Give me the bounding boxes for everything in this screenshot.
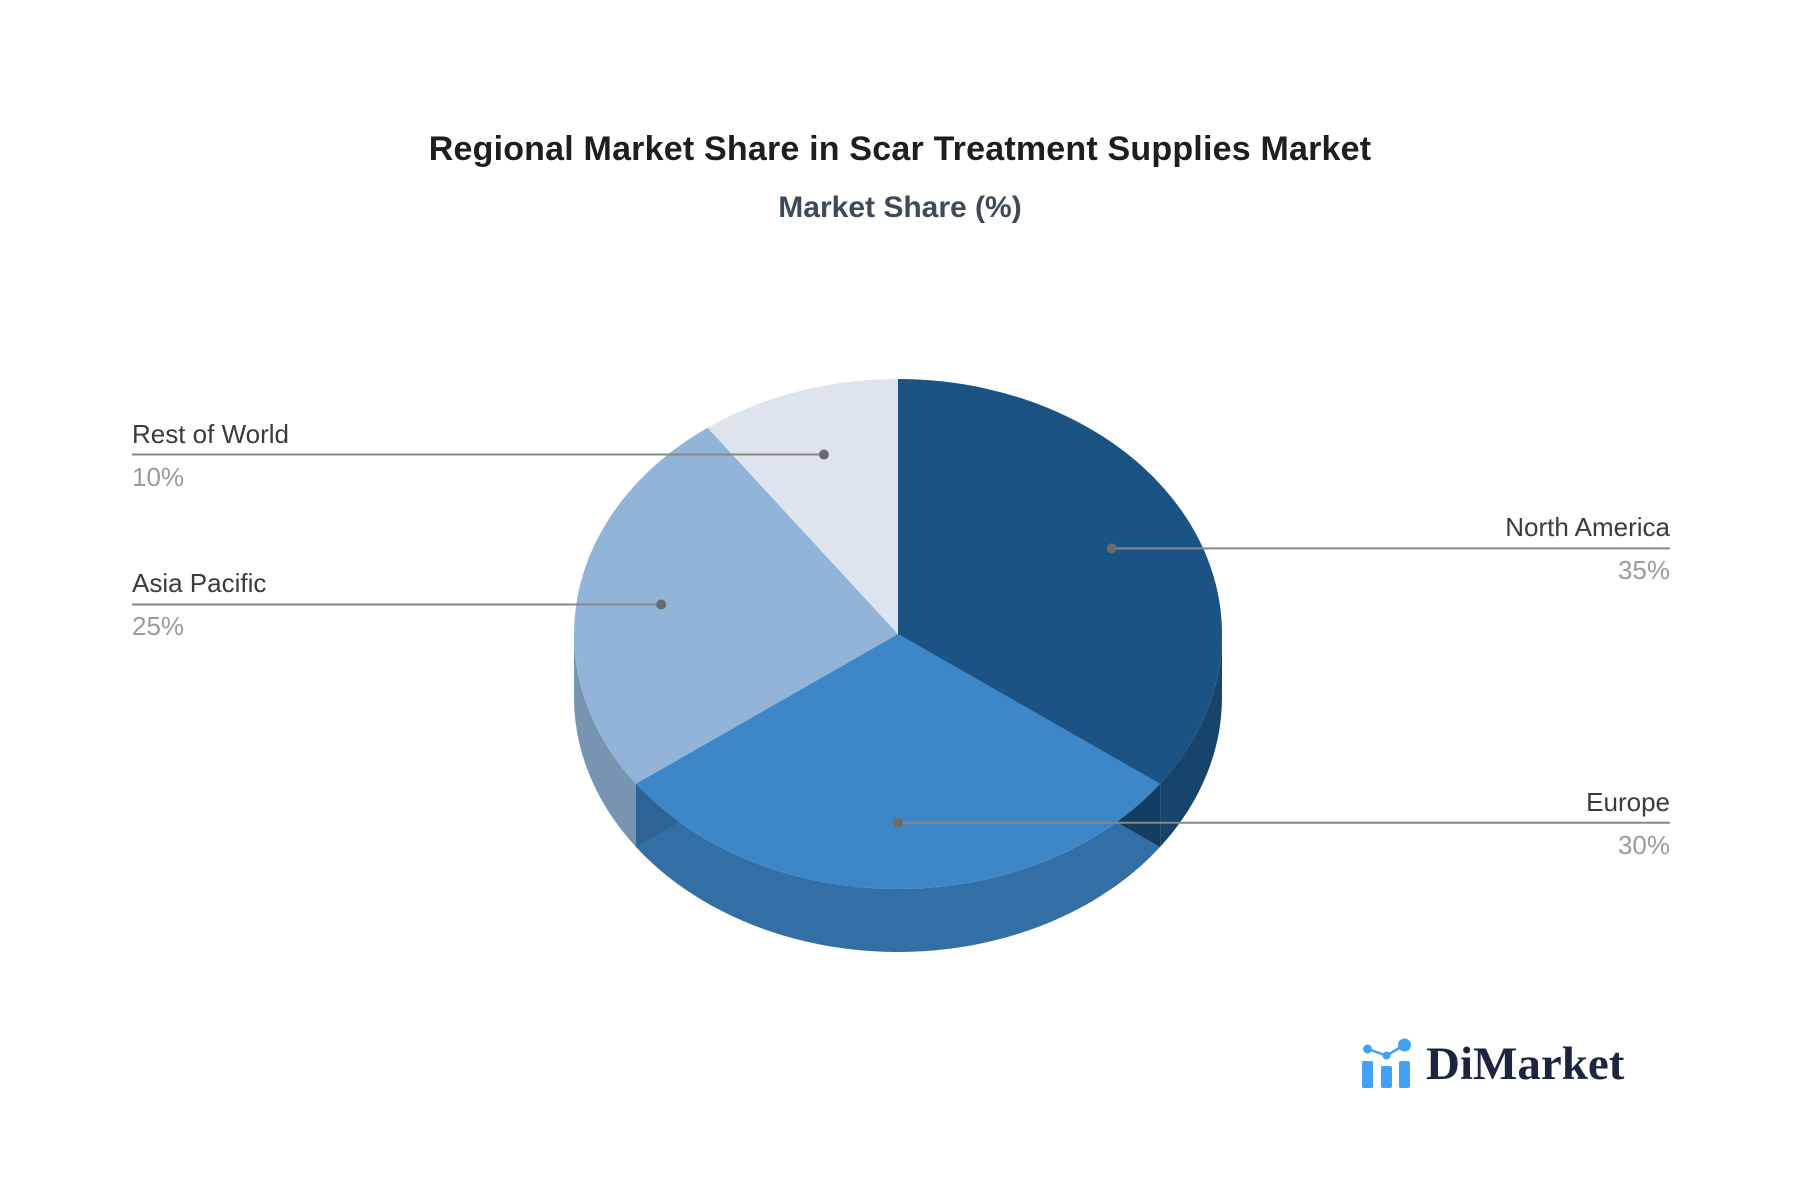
leader-dot-europe [893, 817, 903, 828]
pie-slice-rest-of-world[interactable] [707, 379, 898, 634]
bar-chart-trend-icon [1362, 1038, 1411, 1088]
pie-side-europe [635, 783, 1161, 952]
logo-bar-1 [1362, 1061, 1373, 1088]
slice-label-rest-of-world: Rest of World [132, 418, 290, 449]
logo-bar-2 [1381, 1066, 1392, 1088]
logo-dot-1 [1363, 1044, 1372, 1054]
leader-dot-north-america [1106, 543, 1117, 554]
slice-label-north-america: North America [1505, 512, 1670, 543]
slice-label-asia-pacific: Asia Pacific [132, 568, 267, 599]
leader-dot-rest-of-world [818, 449, 829, 460]
leader-dot-asia-pacific [656, 599, 667, 610]
pie-slice-europe[interactable] [635, 634, 1161, 889]
pie-slice-north-america[interactable] [898, 379, 1222, 784]
brand-logo-text: DiMarket [1426, 1038, 1625, 1090]
logo-dot-2 [1382, 1051, 1391, 1060]
chart-title: Regional Market Share in Scar Treatment … [428, 130, 1372, 168]
brand-logo: DiMarket [1360, 1038, 1624, 1090]
chart-subtitle: Market Share (%) [778, 191, 1022, 224]
pie-side-north-america [1160, 634, 1222, 847]
slice-value-north-america: 35% [1617, 555, 1670, 586]
logo-bar-3 [1399, 1061, 1410, 1088]
logo-dot-3 [1398, 1038, 1411, 1052]
slice-value-europe: 30% [1617, 829, 1670, 860]
pie-side-asia-pacific [574, 634, 636, 847]
slice-label-europe: Europe [1586, 786, 1670, 817]
slice-value-asia-pacific: 25% [132, 611, 185, 642]
slice-value-rest-of-world: 10% [132, 461, 185, 492]
pie-slice-asia-pacific[interactable] [573, 427, 898, 784]
